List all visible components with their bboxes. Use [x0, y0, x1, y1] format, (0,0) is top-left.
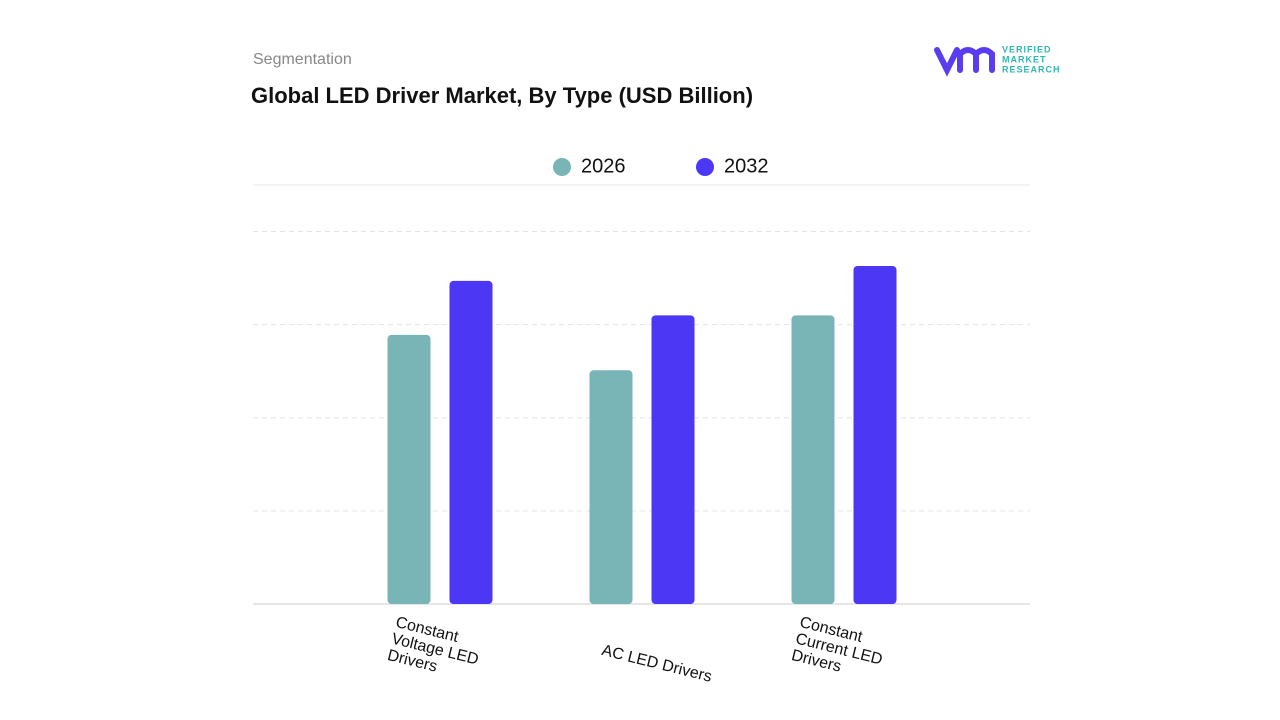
chart-subtitle: Segmentation: [253, 51, 352, 68]
bar: [791, 315, 835, 604]
legend-label: 2032: [724, 155, 769, 177]
logo-text: RESEARCH: [1002, 64, 1061, 74]
logo-mark: [934, 47, 995, 77]
chart-title: Global LED Driver Market, By Type (USD B…: [251, 83, 753, 108]
logo: VERIFIED MARKET RESEARCH: [934, 44, 1061, 77]
logo-text: VERIFIED: [1002, 44, 1052, 54]
legend-swatch: [696, 158, 714, 176]
bar: [853, 266, 897, 604]
bar: [449, 280, 493, 604]
bar: [651, 315, 695, 604]
legend-swatch: [553, 158, 571, 176]
logo-text: MARKET: [1002, 54, 1047, 64]
bar: [387, 334, 431, 604]
bar: [589, 370, 633, 604]
legend-label: 2026: [581, 155, 626, 177]
